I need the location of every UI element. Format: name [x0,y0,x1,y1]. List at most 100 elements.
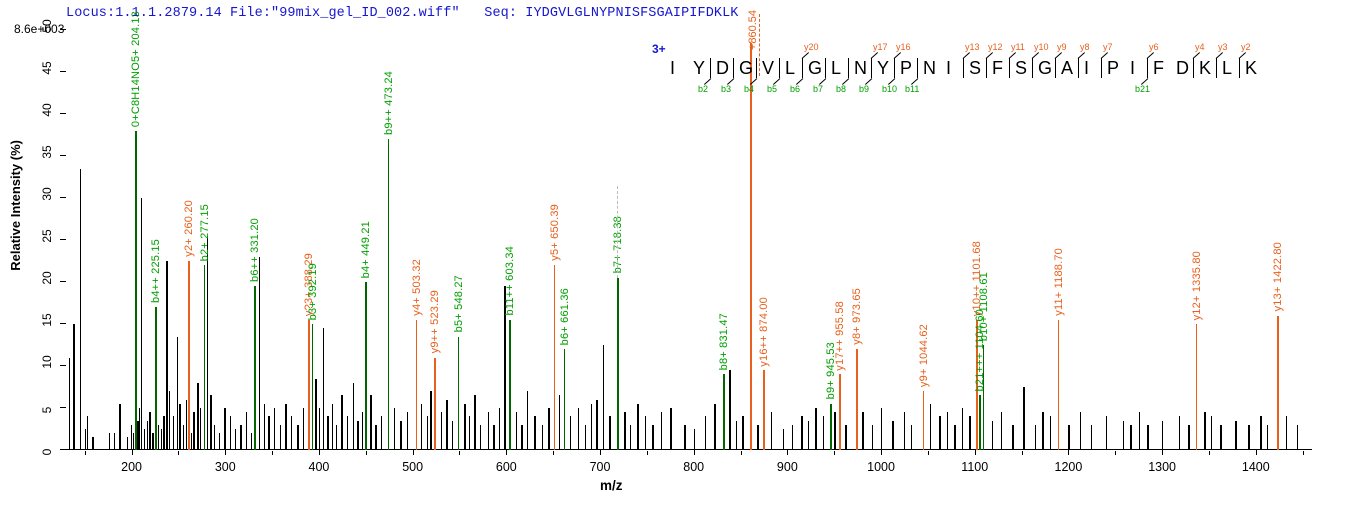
peak-unassigned [176,336,178,450]
peak-unassigned [218,433,221,450]
y-tick [60,365,66,366]
peak-unassigned [332,403,334,450]
peak-y [307,319,310,450]
x-tick [1068,450,1070,455]
x-tick [693,450,695,455]
peak-label: y2+ 260.20 [182,200,195,257]
cleavage-mark [825,58,826,78]
peak-unassigned [84,429,87,450]
peak-unassigned [352,382,355,450]
cleavage-mark [802,58,803,78]
peak-unassigned [315,378,317,450]
x-tick-label: 1400 [1241,460,1270,474]
x-tick [506,450,508,455]
peak-unassigned [871,424,874,450]
b-ion-label: b11 [905,84,920,94]
peak-unassigned [480,424,482,450]
peak-unassigned [693,429,696,450]
x-tick [787,450,789,455]
peak-unassigned [157,424,160,450]
peak-label: b6++ 331.20 [249,218,262,283]
sequence-residue: I [946,58,952,78]
peak-y [434,357,437,450]
peak-unassigned [1000,412,1003,450]
label-leader-line [617,185,619,278]
peak-label: b8+ 831.47 [718,313,731,371]
peak-unassigned [862,412,864,450]
peak-label: b5+ 548.27 [452,275,465,333]
peak-unassigned [380,416,383,450]
b-ion-label: b5 [767,84,778,94]
x-tick [974,450,976,455]
peak-unassigned [375,424,377,450]
x-tick-label: 400 [308,460,330,474]
peak-label: y5+ 650.39 [548,204,561,262]
peak-label: b4+ 449.21 [360,220,373,278]
peak-unassigned [146,420,148,450]
peak-unassigned [596,399,598,450]
peak-unassigned [250,433,252,450]
peak-unassigned [130,424,133,450]
peak-unassigned [137,420,139,450]
peak-unassigned [149,412,151,450]
peak-unassigned [903,412,905,450]
peak-unassigned [624,412,626,450]
peak-unassigned [68,357,71,450]
sequence-residue: F [1153,58,1164,78]
peak-unassigned [451,420,454,450]
peak-unassigned [172,416,175,450]
y-ion-label: y11 [1011,42,1025,52]
x-tick [1255,450,1257,455]
peak-label: b11++ 603.34 [504,246,517,316]
peak-y [187,261,190,450]
sequence-residue: S [969,58,982,78]
peak-unassigned [1090,424,1093,450]
cleavage-mark [1078,58,1079,78]
b-ion-label: b10 [882,84,898,94]
sequence-residue: Y [877,58,890,78]
x-axis-label: m/z [600,478,623,493]
sequence-residue: L [831,58,842,78]
peak-unassigned [407,412,409,450]
peak-unassigned [206,235,208,450]
cleavage-mark [710,58,711,78]
peak-label: b3+ 392.19 [306,262,319,320]
peak-unassigned [426,416,429,450]
cleavage-mark [1101,58,1102,78]
peak-unassigned [185,399,188,450]
y-tick [60,407,66,408]
peak-label: b6+ 661.36 [558,287,571,346]
peak-unassigned [1210,416,1213,450]
peak-label: b7+ 718.38 [612,216,625,274]
peak-unassigned [1034,424,1037,450]
peak-unassigned [234,429,237,450]
x-tick-minor [740,451,742,455]
peak-unassigned [327,416,329,450]
peak-label: y13+ 1422.80 [1272,242,1285,312]
peak-unassigned [132,433,134,450]
x-tick-label: 300 [214,460,236,474]
peak-y [763,370,765,450]
peak-unassigned [946,412,949,450]
peak-unassigned [446,399,448,450]
peak-unassigned [341,395,343,450]
peak-unassigned [969,416,971,450]
y-tick [60,113,66,114]
peak-unassigned [240,424,242,450]
peak-unassigned [109,433,111,450]
peak-unassigned [119,403,121,450]
peak-b [387,139,390,450]
peak-unassigned [609,416,611,450]
x-tick-label: 1300 [1148,460,1176,474]
peak-unassigned [139,408,141,450]
peak-unassigned [487,412,489,450]
peak-unassigned [822,416,825,450]
precursor-marker-line [759,14,760,76]
y-tick-label: 5 [40,406,54,414]
peak-unassigned [644,416,647,450]
y-ion-label: y16 [896,42,911,52]
sequence-residue: I [1130,58,1136,78]
x-tick [318,450,320,455]
peak-unassigned [526,391,529,450]
x-tick-label: 800 [683,460,705,474]
